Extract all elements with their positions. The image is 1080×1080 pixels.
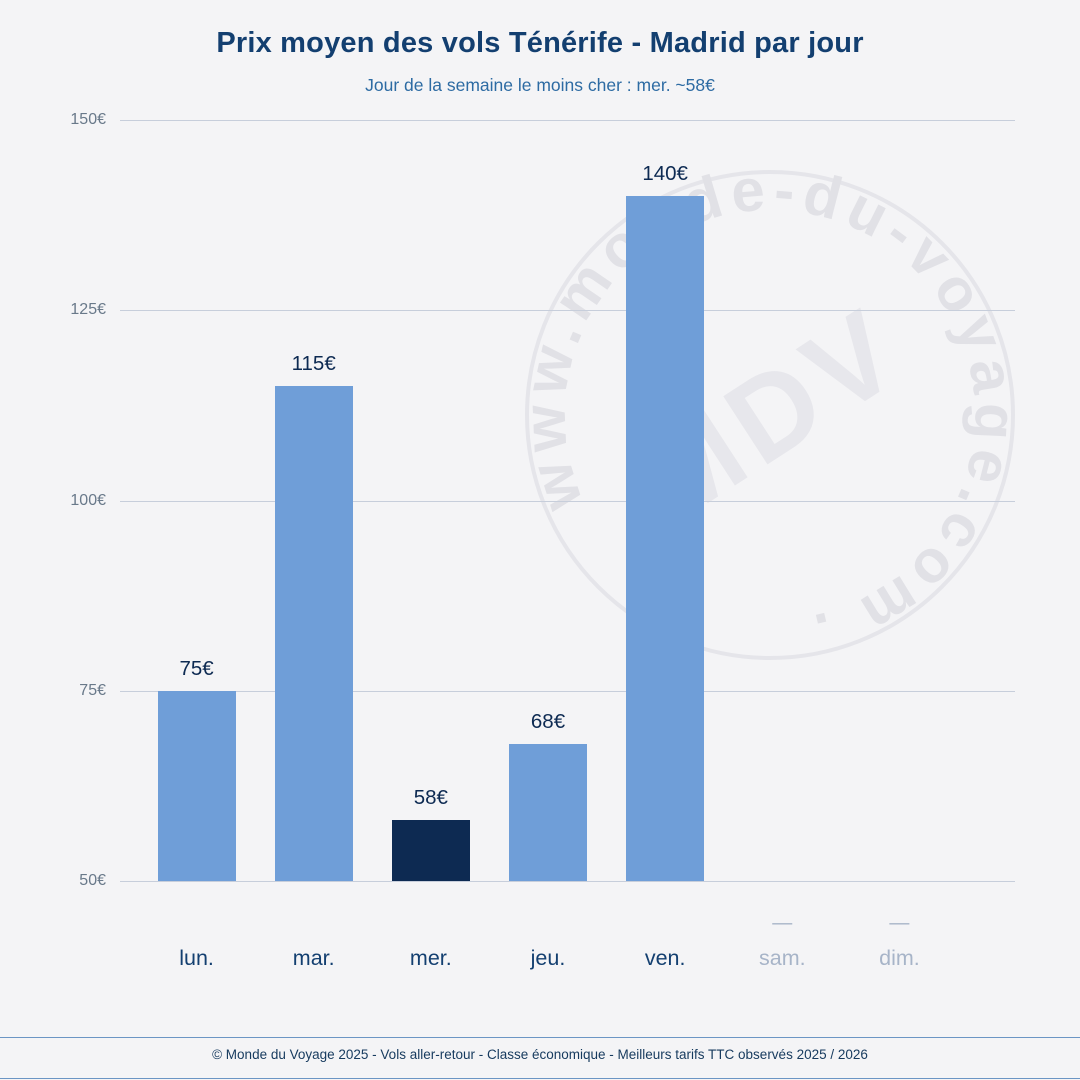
bar-value-label: 115€ xyxy=(291,352,336,376)
x-tick-label: mer. xyxy=(409,946,452,970)
bar-jeu xyxy=(509,744,587,881)
footer-text: © Monde du Voyage 2025 - Vols aller-reto… xyxy=(212,1047,868,1062)
chart-subtitle: Jour de la semaine le moins cher : mer. … xyxy=(365,75,715,95)
bar-mer xyxy=(391,820,470,881)
x-tick-label: mar. xyxy=(292,946,335,970)
chart-title: Prix moyen des vols Ténérife - Madrid pa… xyxy=(216,27,864,59)
gridline xyxy=(120,120,1015,121)
gridline xyxy=(120,881,1015,882)
y-tick-label: 50€ xyxy=(79,872,106,889)
gridline xyxy=(120,310,1015,312)
y-tick-label: 100€ xyxy=(70,491,106,509)
no-data-dash: — xyxy=(772,912,793,934)
bar-value-label: 140€ xyxy=(642,162,688,186)
footer-divider-bottom xyxy=(0,1078,1080,1079)
x-tick-label: sam. xyxy=(758,946,806,970)
footer-divider-top xyxy=(0,1037,1080,1038)
y-tick-label: 150€ xyxy=(70,111,106,128)
x-tick-label: dim. xyxy=(879,946,920,970)
watermark-ring xyxy=(525,170,1015,660)
bar-ven xyxy=(626,196,705,881)
no-data-dash: — xyxy=(889,912,910,934)
bar-value-label: 58€ xyxy=(413,786,448,810)
x-tick-label: jeu. xyxy=(530,946,566,970)
bar-value-label: 75€ xyxy=(179,656,214,680)
bar-lun xyxy=(157,690,236,881)
bar-value-label: 68€ xyxy=(530,710,566,734)
y-tick-label: 75€ xyxy=(79,681,106,699)
gridline xyxy=(120,500,1015,502)
bar-mar xyxy=(274,386,353,881)
y-tick-label: 125€ xyxy=(70,301,106,319)
x-tick-label: lun. xyxy=(179,946,214,970)
gridline xyxy=(120,690,1015,692)
x-tick-label: ven. xyxy=(644,946,686,970)
